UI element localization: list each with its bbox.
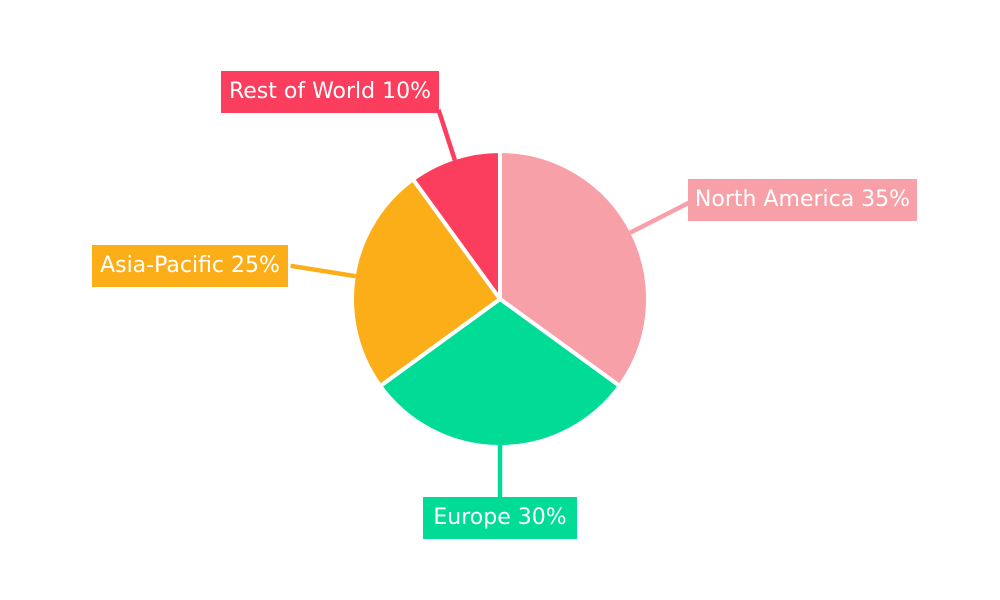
leader-line-asia-pacific — [290, 263, 357, 279]
leader-line-rest-of-world — [436, 109, 458, 161]
label-north-america: North America 35% — [688, 179, 917, 221]
leader-line-north-america — [629, 200, 690, 235]
label-europe: Europe 30% — [423, 497, 577, 539]
label-asia-pacific: Asia-Pacific 25% — [92, 245, 288, 287]
label-rest-of-world: Rest of World 10% — [221, 71, 439, 113]
